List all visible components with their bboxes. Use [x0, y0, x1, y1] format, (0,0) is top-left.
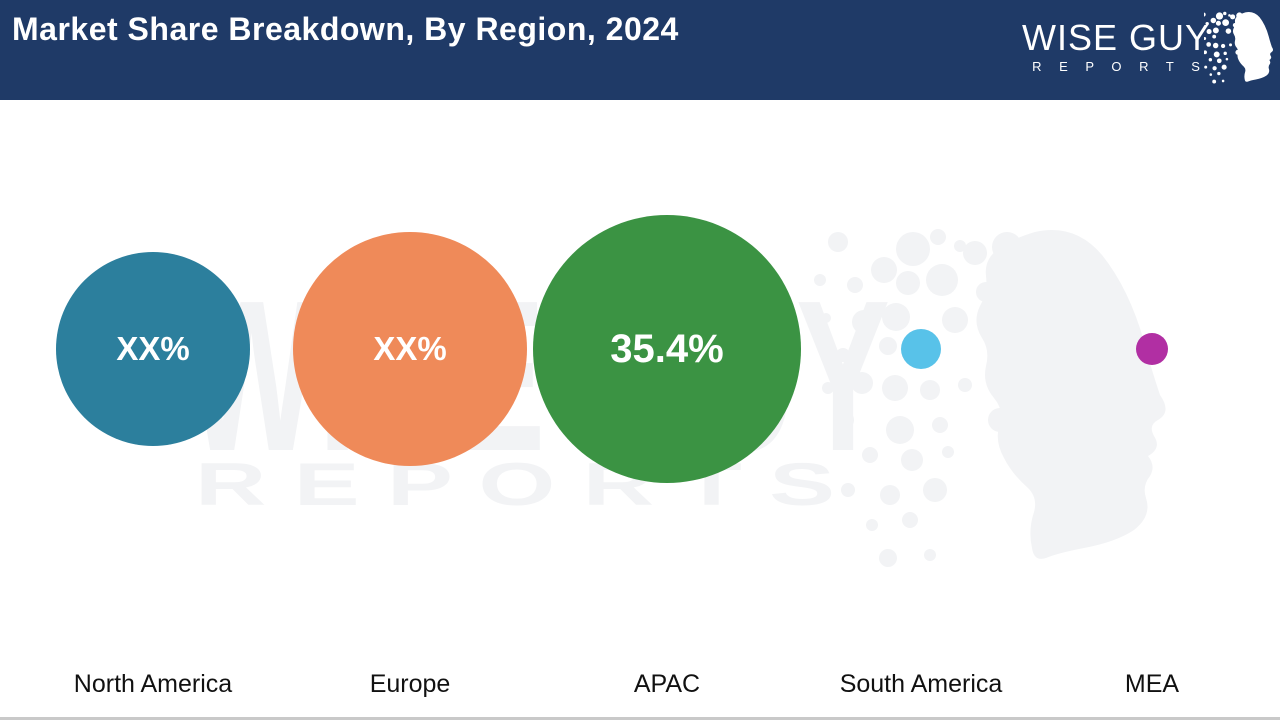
bubble-value-label: XX% [373, 330, 447, 367]
category-label-north-america: North America [73, 670, 233, 698]
bubble-value-label: 35.4% [610, 326, 724, 371]
logo-subtext: R E P O R T S [1032, 59, 1207, 74]
bubble-value-label: XX% [116, 330, 190, 367]
footer-divider [0, 717, 1280, 720]
bubble-mea[interactable] [1136, 333, 1168, 365]
category-label-mea: MEA [1124, 670, 1180, 698]
header-bar: Market Share Breakdown, By Region, 2024 … [0, 0, 1280, 100]
page-title: Market Share Breakdown, By Region, 2024 [12, 11, 679, 47]
watermark-head-graphic [814, 229, 1166, 567]
category-label-apac: APAC [633, 670, 701, 698]
logo-head-icon [1204, 11, 1274, 84]
chart-area: WISE GUY R E P O R T S XX% XX% 35.4% Nor… [0, 100, 1280, 718]
category-label-south-america: South America [839, 670, 1003, 698]
wiseguy-logo: WISE GUY R E P O R T S [1022, 6, 1274, 88]
logo-wordmark: WISE GUY [1021, 17, 1210, 58]
bubble-apac[interactable]: 35.4% [533, 215, 801, 483]
bubble-north-america[interactable]: XX% [56, 252, 250, 446]
logo-wordmark-block: WISE GUY R E P O R T S [1021, 17, 1210, 75]
bubble-europe[interactable]: XX% [293, 232, 527, 466]
category-label-europe: Europe [369, 670, 451, 698]
bubble-south-america[interactable] [901, 329, 941, 369]
